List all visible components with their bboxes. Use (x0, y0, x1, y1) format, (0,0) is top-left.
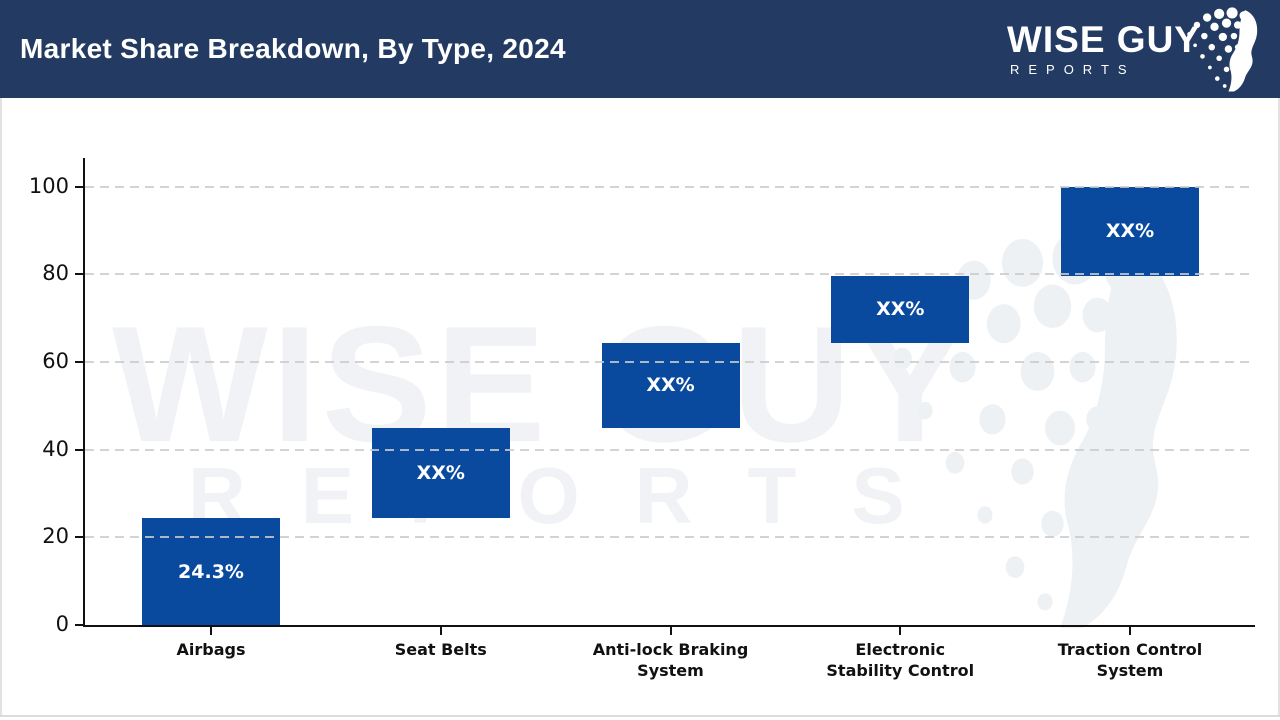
x-category-label-0: Airbags (94, 640, 328, 661)
gridline-80 (85, 273, 1255, 276)
y-tick (75, 360, 83, 363)
brand-head-icon (1187, 7, 1258, 92)
y-axis-line (83, 158, 85, 627)
gridline-60 (85, 360, 1255, 363)
page-border-left (0, 0, 2, 717)
watermark-text-line2: REPORTS (188, 451, 960, 540)
page-title: Market Share Breakdown, By Type, 2024 (20, 33, 566, 64)
page-border-right (1278, 0, 1280, 717)
x-category-label-line: System (1096, 660, 1164, 680)
bar-value-label: XX% (646, 374, 695, 397)
x-tick (210, 627, 212, 635)
x-category-label-line: Electronic (855, 640, 946, 659)
bar-3: XX% (831, 275, 970, 344)
y-tick-label: 60 (42, 348, 69, 373)
y-tick (75, 185, 83, 188)
y-tick (75, 624, 83, 626)
x-category-label-line: Anti-lock Braking (592, 640, 749, 659)
x-category-label-1: Seat Belts (324, 640, 558, 661)
bar-4: XX% (1061, 186, 1199, 276)
brand-subtitle: REPORTS (1009, 62, 1136, 77)
x-tick (669, 627, 672, 635)
watermark-text-line1: WISE GUY (112, 292, 970, 476)
bar-value-label: 24.3% (178, 560, 244, 583)
gridline-20 (85, 536, 1255, 539)
page-border-bottom (0, 715, 1280, 717)
y-tick (75, 273, 83, 276)
gridline-100 (85, 185, 1255, 188)
y-tick (75, 536, 83, 539)
header: Market Share Breakdown, By Type, 2024 WI… (0, 0, 1280, 98)
bar-value-label: XX% (876, 298, 925, 321)
y-tick-label: 100 (28, 173, 69, 198)
x-category-label-line: Airbags (176, 640, 246, 659)
x-axis-line (83, 625, 1255, 627)
brand-logo: WISE GUY REPORTS (1007, 6, 1258, 92)
brand-text: WISE GUY REPORTS (1007, 21, 1200, 77)
y-tick-label: 40 (42, 436, 69, 461)
x-category-label-line: Stability Control (826, 660, 975, 680)
brand-name: WISE GUY (1006, 19, 1200, 60)
x-category-label-2: Anti-lock Braking System (554, 640, 788, 682)
y-tick-label: 0 (55, 612, 69, 636)
x-category-label-line: System (637, 660, 704, 680)
gridline-40 (85, 448, 1255, 451)
bar-value-label: XX% (416, 462, 465, 485)
x-tick (439, 627, 442, 635)
bar-2: XX% (601, 343, 740, 428)
bar-1: XX% (371, 427, 510, 519)
y-tick-label: 80 (42, 261, 69, 286)
bar-0: 24.3% (142, 518, 280, 625)
x-category-label-line: Traction Control (1057, 640, 1203, 659)
x-category-label-4: Traction Control System (1013, 640, 1247, 682)
x-tick (899, 627, 902, 635)
y-tick-label: 20 (42, 524, 69, 549)
x-category-label-line: Seat Belts (394, 640, 487, 659)
y-tick (75, 448, 83, 451)
x-category-label-3: Electronic Stability Control (783, 640, 1017, 682)
x-tick (1129, 627, 1131, 635)
bar-value-label: XX% (1105, 220, 1155, 243)
